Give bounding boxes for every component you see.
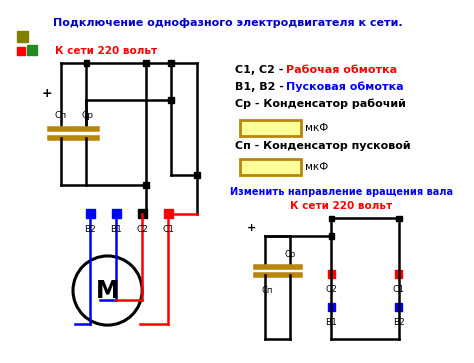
Text: К сети 220 вольт: К сети 220 вольт [55, 46, 157, 56]
Bar [168, 97, 174, 103]
Bar [17, 48, 25, 55]
Text: В1, В2 -: В1, В2 - [236, 82, 288, 92]
Text: Изменить направление вращения вала: Изменить направление вращения вала [229, 187, 453, 197]
Bar [240, 119, 301, 136]
Text: +: + [247, 223, 256, 233]
Bar [112, 209, 121, 217]
Bar [164, 209, 173, 217]
Bar [328, 233, 334, 238]
Text: +: + [42, 87, 53, 100]
Text: мкФ: мкФ [304, 123, 328, 133]
Text: мкФ: мкФ [304, 162, 328, 172]
Text: C2: C2 [136, 225, 148, 233]
Text: С1, С2 -: С1, С2 - [236, 65, 288, 74]
Bar [83, 60, 89, 66]
Text: Ср - Конденсатор рабочий: Ср - Конденсатор рабочий [236, 99, 406, 109]
Text: Рабочая обмотка: Рабочая обмотка [286, 65, 397, 74]
Bar [396, 216, 401, 221]
Text: М: М [96, 278, 119, 302]
Bar [194, 172, 200, 178]
Text: Подключение однофазного электродвигателя к сети.: Подключение однофазного электродвигателя… [53, 18, 402, 28]
Text: C1: C1 [162, 225, 174, 233]
Bar [168, 60, 174, 66]
Text: Ср: Ср [284, 250, 296, 260]
Bar [328, 303, 335, 311]
Text: C2: C2 [326, 285, 337, 294]
Text: Сп - Конденсатор пусковой: Сп - Конденсатор пусковой [236, 142, 411, 151]
Bar [328, 216, 334, 221]
Text: C1: C1 [392, 285, 405, 294]
Bar [328, 270, 335, 278]
Bar [27, 45, 37, 55]
Bar [143, 182, 149, 188]
Text: Сп: Сп [55, 111, 67, 120]
Text: К сети 220 вольт: К сети 220 вольт [290, 201, 392, 211]
Text: B2: B2 [84, 225, 96, 233]
Text: B1: B1 [110, 225, 122, 233]
Text: B1: B1 [326, 318, 337, 327]
Bar [395, 270, 402, 278]
Bar [240, 159, 301, 175]
Text: Сп: Сп [261, 286, 273, 295]
Bar [17, 31, 28, 42]
Bar [143, 60, 149, 66]
Bar [395, 303, 402, 311]
Bar [86, 209, 95, 217]
Text: B2: B2 [393, 318, 404, 327]
Bar [138, 209, 147, 217]
Text: Ср: Ср [82, 111, 93, 120]
Text: Пусковая обмотка: Пусковая обмотка [286, 82, 404, 92]
